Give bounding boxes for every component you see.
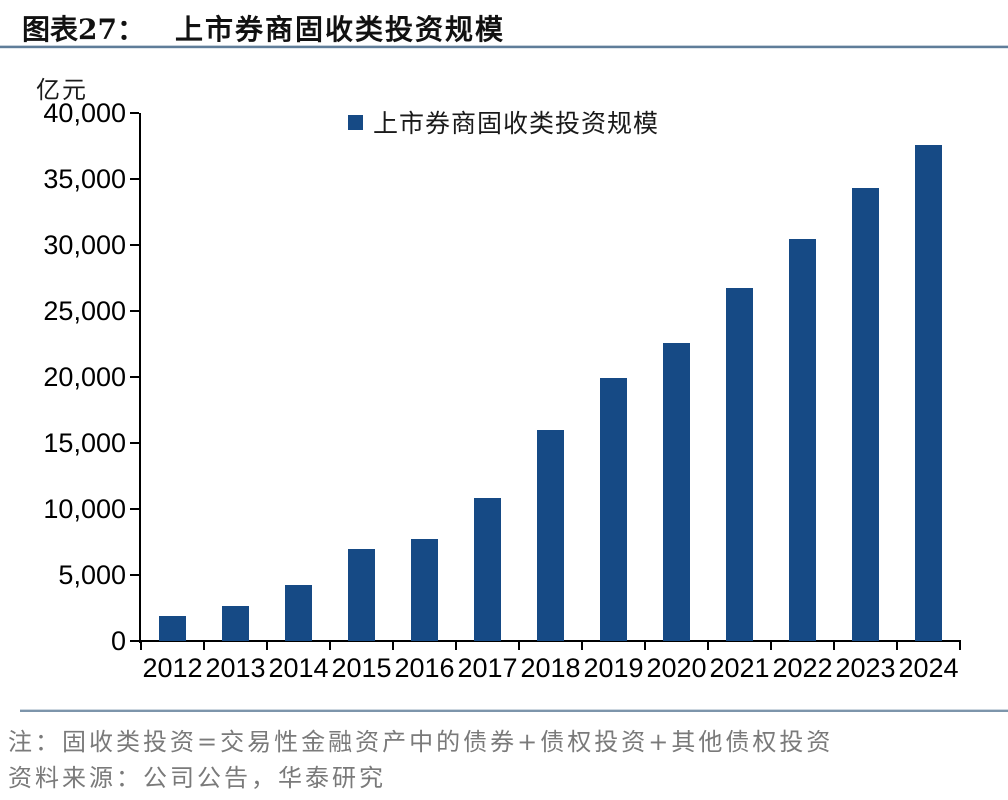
y-tick-mark <box>130 376 139 378</box>
y-tick-label: 40,000 <box>43 98 126 128</box>
chart-legend: 上市券商固收类投资规模 <box>348 104 659 140</box>
bar <box>915 144 942 641</box>
x-tick-mark <box>455 642 457 650</box>
legend-swatch <box>348 114 363 130</box>
x-tick-mark <box>329 642 331 650</box>
x-tick-mark <box>203 642 205 650</box>
figure-label: 图表27： <box>22 13 145 46</box>
bar-chart: 亿元 上市券商固收类投资规模 0 5,000 10,000 15,000 20,000 2… <box>36 76 961 683</box>
bar <box>222 606 249 641</box>
x-axis-line <box>139 640 961 642</box>
y-axis-line <box>139 113 141 643</box>
title-underline <box>0 46 1008 48</box>
y-tick-mark <box>130 640 139 642</box>
bar <box>285 584 312 641</box>
bar <box>600 377 627 641</box>
chart-source: 资料来源：公司公告，华泰研究 <box>8 764 386 792</box>
y-tick-label: 10,000 <box>43 494 126 524</box>
x-tick-label: 2023 <box>835 653 896 683</box>
bar <box>411 539 438 641</box>
x-tick-mark <box>392 642 394 650</box>
y-tick-label: 0 <box>110 626 126 656</box>
x-tick-label: 2018 <box>520 653 581 683</box>
footer-separator <box>20 710 1008 712</box>
x-tick-mark <box>581 642 583 650</box>
x-tick-label: 2017 <box>457 653 518 683</box>
bar <box>852 188 879 641</box>
x-tick-label: 2015 <box>331 653 392 683</box>
chart-note: 注：固收类投资=交易性金融资产中的债券+债权投资+其他债权投资 <box>8 728 834 756</box>
x-tick-label: 2012 <box>142 653 203 683</box>
legend-label: 上市券商固收类投资规模 <box>373 109 660 138</box>
bar <box>474 498 501 641</box>
x-tick-mark <box>644 642 646 650</box>
x-tick-mark <box>770 642 772 650</box>
figure-header: 图表27： 上市券商固收类投资规模 <box>22 8 505 48</box>
x-tick-mark <box>707 642 709 650</box>
y-tick-label: 35,000 <box>43 164 126 194</box>
bar <box>348 549 375 641</box>
x-tick-mark <box>266 642 268 650</box>
x-tick-label: 2013 <box>205 653 266 683</box>
y-tick-label: 20,000 <box>43 362 126 392</box>
y-tick-label: 15,000 <box>43 428 126 458</box>
x-tick-label: 2020 <box>646 653 707 683</box>
y-tick-mark <box>130 310 139 312</box>
y-axis-unit-label: 亿元 <box>36 76 88 104</box>
y-tick-mark <box>130 112 139 114</box>
bar <box>726 287 753 641</box>
x-tick-mark <box>518 642 520 650</box>
y-tick-mark <box>130 574 139 576</box>
y-tick-mark <box>130 442 139 444</box>
y-tick-mark <box>130 244 139 246</box>
x-tick-mark <box>833 642 835 650</box>
bar <box>663 342 690 641</box>
y-tick-mark <box>130 178 139 180</box>
page-title: 上市券商固收类投资规模 <box>174 13 505 46</box>
bar <box>537 429 564 641</box>
y-tick-label: 5,000 <box>58 560 126 590</box>
bar <box>789 239 816 641</box>
x-tick-label: 2019 <box>583 653 644 683</box>
x-tick-label: 2022 <box>772 653 833 683</box>
x-tick-mark <box>896 642 898 650</box>
x-tick-label: 2016 <box>394 653 455 683</box>
x-tick-label: 2024 <box>898 653 959 683</box>
y-tick-mark <box>130 508 139 510</box>
x-tick-mark <box>140 642 142 650</box>
x-tick-label: 2014 <box>268 653 329 683</box>
x-tick-mark <box>959 642 961 650</box>
x-tick-label: 2021 <box>709 653 770 683</box>
y-tick-label: 25,000 <box>43 296 126 326</box>
bar <box>159 615 186 641</box>
y-tick-label: 30,000 <box>43 230 126 260</box>
